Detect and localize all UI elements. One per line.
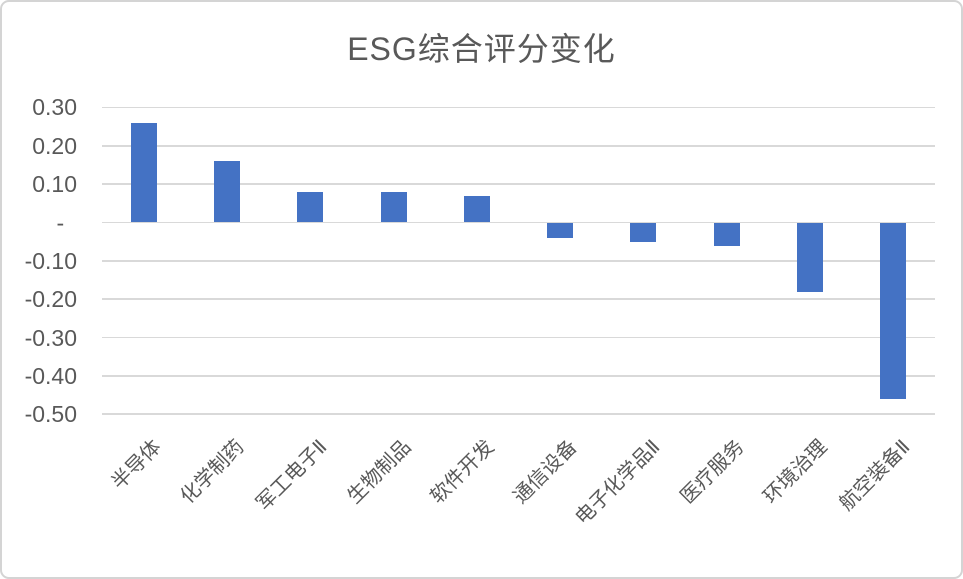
gridline xyxy=(102,260,935,262)
y-axis-tick-label: -0.50 xyxy=(24,401,77,428)
gridline xyxy=(102,336,935,339)
chart-bar xyxy=(880,222,907,399)
y-axis-tick-label: -0.10 xyxy=(24,247,77,274)
gridline xyxy=(102,221,935,224)
chart-bar xyxy=(213,161,240,223)
y-axis-tick-label: -0.20 xyxy=(24,286,77,313)
chart-bar xyxy=(297,191,324,223)
y-axis-tick-label: 0.30 xyxy=(32,94,77,121)
chart-bar xyxy=(713,222,740,246)
chart-bar xyxy=(547,222,574,238)
y-axis-tick-label: -0.40 xyxy=(24,362,77,389)
gridline xyxy=(102,106,935,109)
chart-bar xyxy=(130,122,157,223)
chart-bar xyxy=(380,191,407,223)
chart-bar xyxy=(630,222,657,242)
gridline xyxy=(102,183,935,185)
y-axis-tick-label: -0.30 xyxy=(24,324,77,351)
y-axis-tick-label: - xyxy=(56,209,77,236)
gridline xyxy=(102,145,935,147)
chart-bar xyxy=(797,222,824,292)
gridline xyxy=(102,413,935,416)
chart-bar xyxy=(463,195,490,223)
y-axis-tick-label: 0.10 xyxy=(32,171,77,198)
gridline xyxy=(102,375,935,377)
gridline xyxy=(102,298,935,300)
y-axis-tick-label: 0.20 xyxy=(32,132,77,159)
chart-title: ESG综合评分变化 xyxy=(347,31,616,67)
